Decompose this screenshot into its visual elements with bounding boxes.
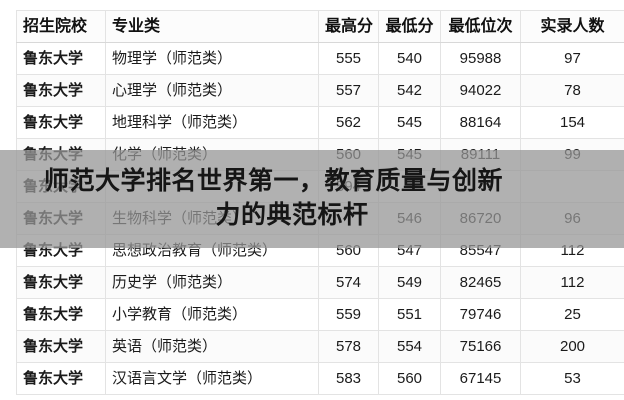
column-header-highest-score: 最高分 [318, 10, 379, 43]
cell-rank: 82465 [440, 266, 521, 299]
cell-school: 鲁东大学 [16, 234, 106, 267]
cell-highest: 557 [318, 74, 379, 107]
cell-major: 地理科学（师范类） [105, 106, 319, 139]
cell-count: 78 [520, 74, 624, 107]
cell-count: 97 [520, 42, 624, 75]
cell-count: 99 [520, 138, 624, 171]
column-header-lowest-rank: 最低位次 [440, 10, 521, 43]
cell-rank: 86720 [440, 202, 521, 235]
cell-rank: 89111 [440, 138, 521, 171]
cell-school: 鲁东大学 [16, 42, 106, 75]
cell-school: 鲁东大学 [16, 330, 106, 363]
cell-highest: 562 [318, 106, 379, 139]
cell-count: 96 [520, 202, 624, 235]
cell-lowest: 560 [378, 362, 441, 395]
cell-count: 154 [520, 106, 624, 139]
cell-major: 历史学（师范类） [105, 266, 319, 299]
column-header-major: 专业类 [105, 10, 319, 43]
cell-major: 化学（师范类） [105, 138, 319, 171]
cell-school: 鲁东大学 [16, 106, 106, 139]
cell-lowest: 554 [378, 330, 441, 363]
table-header-row: 招生院校 专业类 最高分 最低分 最低位次 实录人数 [16, 10, 624, 43]
cell-highest: 583 [318, 362, 379, 395]
table-row: 鲁东大学 历史学（师范类） 574 549 82465 112 [16, 266, 624, 299]
cell-school: 鲁东大学 [16, 298, 106, 331]
cell-major: 生物科学（师范类） [105, 202, 319, 235]
table-row: 鲁东大学 英语（师范类） 578 554 75166 200 [16, 330, 624, 363]
cell-school: 鲁东大学 [16, 202, 106, 235]
cell-rank: 95988 [440, 42, 521, 75]
column-header-school: 招生院校 [16, 10, 106, 43]
table-row: 鲁东大学 地理科学（师范类） 562 545 88164 154 [16, 106, 624, 139]
cell-major: 物理学（师范类） [105, 42, 319, 75]
cell-highest: 560 [318, 234, 379, 267]
cell-lowest: 549 [378, 266, 441, 299]
table-row: 鲁东大学 物理学（师范类） 555 540 95988 97 [16, 42, 624, 75]
column-header-admitted-count: 实录人数 [520, 10, 624, 43]
cell-school: 鲁东大学 [16, 362, 106, 395]
cell-count: 200 [520, 330, 624, 363]
cell-major: 心理学（师范类） [105, 74, 319, 107]
cell-lowest: 551 [378, 298, 441, 331]
cell-school: 鲁东大学 [16, 170, 106, 203]
cell-highest: 555 [318, 42, 379, 75]
cell-lowest: 542 [378, 74, 441, 107]
cell-highest: 578 [318, 330, 379, 363]
cell-rank: 94022 [440, 74, 521, 107]
table-row: 鲁东大学 生物科学（师范类） 546 86720 96 [16, 202, 624, 235]
cell-lowest: 545 [378, 106, 441, 139]
admission-score-table: 招生院校 专业类 最高分 最低分 最低位次 实录人数 鲁东大学 物理学（师范类） 5… [16, 10, 624, 395]
cell-rank: 85547 [440, 234, 521, 267]
cell-highest: 559 [318, 298, 379, 331]
cell-rank: 79746 [440, 298, 521, 331]
cell-major: 思想政治教育（师范类） [105, 234, 319, 267]
cell-count: 112 [520, 234, 624, 267]
table-row: 鲁东大学 心理学（师范类） 557 542 94022 78 [16, 74, 624, 107]
cell-rank: 75166 [440, 330, 521, 363]
table-row: 鲁东大学 小学教育（师范类） 559 551 79746 25 [16, 298, 624, 331]
cell-lowest: 547 [378, 234, 441, 267]
score-table-container: 招生院校 专业类 最高分 最低分 最低位次 实录人数 鲁东大学 物理学（师范类） 5… [16, 10, 624, 395]
table-row: 鲁东大学 化学（师范类） 560 545 89111 99 [16, 138, 624, 171]
cell-count: 25 [520, 298, 624, 331]
cell-school: 鲁东大学 [16, 74, 106, 107]
cell-lowest: 545 [378, 138, 441, 171]
cell-highest: 574 [318, 266, 379, 299]
cell-major: 英语（师范类） [105, 330, 319, 363]
cell-count: 53 [520, 362, 624, 395]
cell-school: 鲁东大学 [16, 138, 106, 171]
cell-major: 小学教育（师范类） [105, 298, 319, 331]
cell-rank [440, 170, 521, 203]
cell-count [520, 170, 624, 203]
cell-rank: 67145 [440, 362, 521, 395]
table-row: 鲁东大学 594 [16, 170, 624, 203]
cell-highest: 594 [318, 170, 379, 203]
cell-lowest [378, 170, 441, 203]
cell-lowest: 540 [378, 42, 441, 75]
cell-rank: 88164 [440, 106, 521, 139]
cell-count: 112 [520, 266, 624, 299]
cell-school: 鲁东大学 [16, 266, 106, 299]
table-row: 鲁东大学 汉语言文学（师范类） 583 560 67145 53 [16, 362, 624, 395]
column-header-lowest-score: 最低分 [378, 10, 441, 43]
cell-lowest: 546 [378, 202, 441, 235]
table-body: 鲁东大学 物理学（师范类） 555 540 95988 97 鲁东大学 心理学（师范类） 557… [16, 42, 624, 395]
cell-major: 汉语言文学（师范类） [105, 362, 319, 395]
cell-highest [318, 202, 379, 235]
table-header: 招生院校 专业类 最高分 最低分 最低位次 实录人数 [16, 10, 624, 43]
cell-major [105, 170, 319, 203]
table-row: 鲁东大学 思想政治教育（师范类） 560 547 85547 112 [16, 234, 624, 267]
cell-highest: 560 [318, 138, 379, 171]
